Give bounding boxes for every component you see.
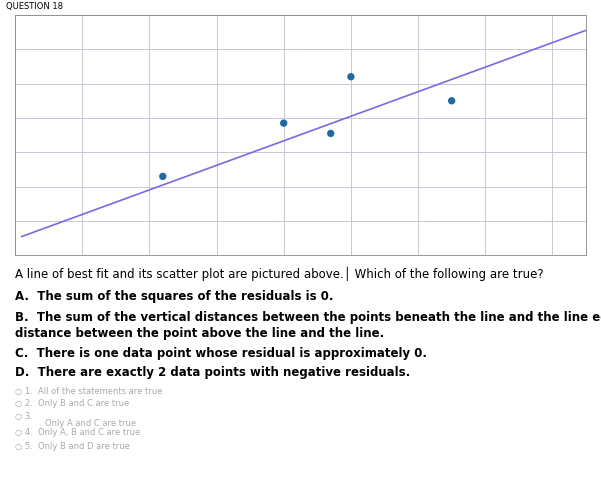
Text: B.  The sum of the vertical distances between the points beneath the line and th: B. The sum of the vertical distances bet… xyxy=(15,311,601,324)
Text: D.  There are exactly 2 data points with negative residuals.: D. There are exactly 2 data points with … xyxy=(15,366,410,379)
Text: distance between the point above the line and the line.: distance between the point above the lin… xyxy=(15,327,384,340)
Text: ○ 2.  Only B and C are true: ○ 2. Only B and C are true xyxy=(15,399,129,408)
Point xyxy=(346,73,356,81)
Text: ○ 5.  Only B and D are true: ○ 5. Only B and D are true xyxy=(15,442,130,451)
Point xyxy=(279,119,288,127)
Text: QUESTION 18: QUESTION 18 xyxy=(6,2,63,11)
Text: ○ 3.: ○ 3. xyxy=(15,412,33,421)
Text: ○ 1.  All of the statements are true: ○ 1. All of the statements are true xyxy=(15,387,162,396)
Point xyxy=(447,97,456,105)
Point xyxy=(326,129,335,137)
Text: C.  There is one data point whose residual is approximately 0.: C. There is one data point whose residua… xyxy=(15,347,427,360)
Text: Only A and C are true: Only A and C are true xyxy=(45,419,136,428)
Text: ○ 4.  Only A, B and C are true: ○ 4. Only A, B and C are true xyxy=(15,428,140,436)
Point xyxy=(158,173,168,181)
Text: A.  The sum of the squares of the residuals is 0.: A. The sum of the squares of the residua… xyxy=(15,290,334,303)
Text: A line of best fit and its scatter plot are pictured above.│ Which of the follow: A line of best fit and its scatter plot … xyxy=(15,267,544,281)
